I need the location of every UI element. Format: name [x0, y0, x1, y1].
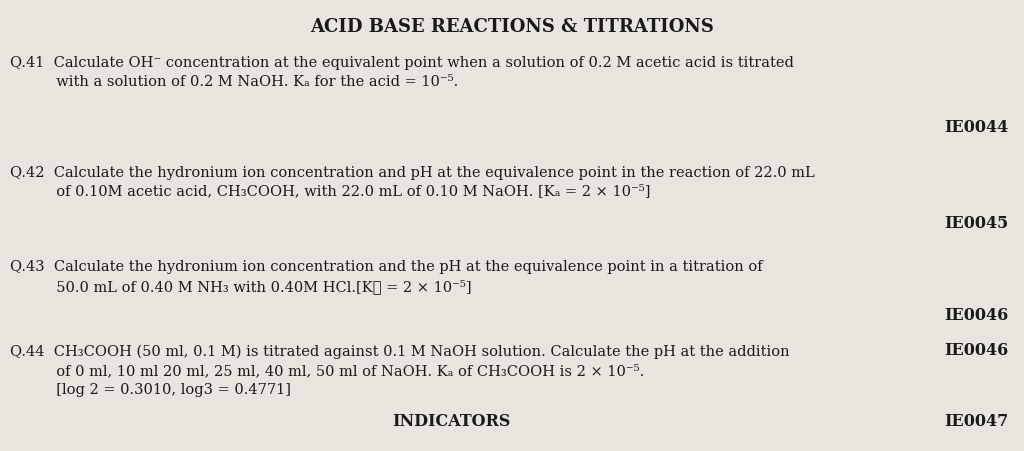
Text: IE0044: IE0044: [944, 118, 1009, 135]
Text: IE0045: IE0045: [944, 214, 1009, 231]
Text: ACID BASE REACTIONS & TITRATIONS: ACID BASE REACTIONS & TITRATIONS: [310, 18, 714, 36]
Text: Q.41  Calculate OH⁻ concentration at the equivalent point when a solution of 0.2: Q.41 Calculate OH⁻ concentration at the …: [10, 56, 794, 89]
Text: Q.43  Calculate the hydronium ion concentration and the pH at the equivalence po: Q.43 Calculate the hydronium ion concent…: [10, 259, 763, 293]
Text: IE0046: IE0046: [944, 306, 1009, 323]
Text: Q.42  Calculate the hydronium ion concentration and pH at the equivalence point : Q.42 Calculate the hydronium ion concent…: [10, 165, 815, 198]
Text: IE0047: IE0047: [944, 412, 1009, 428]
Text: Q.44  CH₃COOH (50 ml, 0.1 M) is titrated against 0.1 M NaOH solution. Calculate : Q.44 CH₃COOH (50 ml, 0.1 M) is titrated …: [10, 344, 790, 396]
Text: INDICATORS: INDICATORS: [392, 412, 510, 428]
Text: IE0046: IE0046: [944, 341, 1009, 359]
